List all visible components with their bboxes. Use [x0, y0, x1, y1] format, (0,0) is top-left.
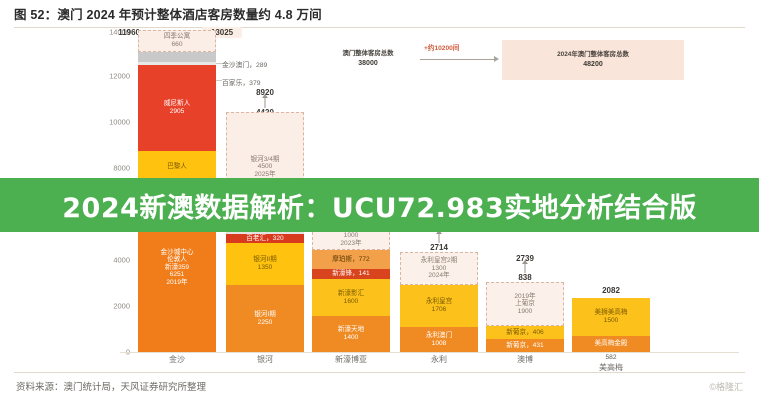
- bar-segment: 永利皇宫 1706: [400, 285, 478, 327]
- x-axis-label: 新濠博亚: [335, 355, 367, 364]
- flow-delta-label: +约10200间: [424, 45, 460, 52]
- x-axis-label: 银河: [257, 355, 273, 364]
- promo-banner-text: 2024新澳数据解析：UCU72.983实地分析结合版: [62, 192, 697, 224]
- bar-segment: 2019年 上葡京 1900: [486, 282, 564, 326]
- bar-segment: 美高梅金殿: [572, 336, 650, 352]
- watermark: ©格隆汇: [709, 382, 743, 392]
- y-tick: 10000: [109, 117, 130, 127]
- bar-segment: 新濠锋，141: [312, 269, 390, 279]
- bar-segment: 银河II期 1350: [226, 243, 304, 285]
- promo-banner: 2024新澳数据解析：UCU72.983实地分析结合版: [0, 178, 759, 232]
- x-axis-label: 金沙: [169, 355, 185, 364]
- bar-segment: 摩珀斯，772: [312, 250, 390, 269]
- bar-segment: 新濠影汇 1600: [312, 279, 390, 316]
- bar-group-xinhao[interactable]: 3987 新濠影汇2期 1000 2023年 摩珀斯，772 新濠锋，141: [312, 198, 390, 364]
- bar-segment: 永利皇宫2期 1300 2024年: [400, 252, 478, 285]
- bar-group-yongli[interactable]: 4014 2714 永利皇宫2期 1300 2024年 永利皇宫 1706 永利…: [400, 224, 478, 364]
- bar-future-label: 8920: [256, 88, 274, 97]
- growth-arrow-line: [264, 98, 266, 108]
- bar-existing-label: 2714: [430, 243, 448, 252]
- x-axis-label: 永利: [431, 355, 447, 364]
- bar-future-label: 2739: [516, 254, 534, 263]
- bar-segment-value: 582: [605, 354, 617, 361]
- flow-arrow-head: [494, 56, 499, 62]
- y-tick: 8000: [113, 163, 130, 173]
- bar-segment: 威尼斯人 2905: [138, 65, 216, 151]
- bar-stack: 2019年 上葡京 1900 新葡京，406 新葡京，431: [486, 282, 564, 352]
- growth-arrow-line: [438, 234, 440, 243]
- bar-segment: 美狮美高梅 1500: [572, 298, 650, 336]
- bar-group-yinhe[interactable]: 8920 4420 银河3/4期 4500 2025年 丽思，500 百老汇，3…: [226, 88, 304, 364]
- callout-leader: [216, 63, 222, 64]
- y-tick: 12000: [109, 71, 130, 81]
- source-note: 资料来源：澳门统计局，天风证券研究所整理: [16, 382, 207, 393]
- bar-future-label: 13025: [202, 27, 242, 38]
- bar-callout: 金沙澳门，289: [222, 62, 268, 69]
- y-tick: 4000: [113, 255, 130, 265]
- axis-baseline: [120, 352, 739, 353]
- y-tick: 14000: [109, 27, 130, 37]
- flow-box-current: 澳门整体客房总数 38000: [342, 49, 394, 67]
- bar-stack: 银河3/4期 4500 2025年 丽思，500 百老汇，320 银河II期 1…: [226, 112, 304, 352]
- y-tick: 2000: [113, 301, 130, 311]
- flow-arrow: [420, 59, 494, 60]
- growth-arrow-head: [436, 230, 442, 234]
- bar-segment: 新葡京，431: [486, 339, 564, 352]
- bar-segment: [138, 52, 216, 62]
- bar-stack: 新濠影汇2期 1000 2023年 摩珀斯，772 新濠锋，141 新濠影汇 1…: [312, 222, 390, 352]
- chart-plot-area: 0 2000 4000 6000 8000 10000 12000 14000 …: [0, 27, 759, 372]
- bar-stack: 永利皇宫2期 1300 2024年 永利皇宫 1706 永利澳门 1008: [400, 252, 478, 352]
- bar-segment: 新濠天地 1400: [312, 316, 390, 352]
- bar-segment: 永利澳门 1008: [400, 327, 478, 352]
- divider-bottom: [14, 372, 745, 373]
- callout-leader: [216, 80, 222, 81]
- summary-flow: 澳门整体客房总数 38000 +约10200间 2024年澳门整体客房总数 48…: [320, 40, 684, 90]
- bar-segment: 巴黎人: [138, 151, 216, 183]
- flow-box-projected: 2024年澳门整体客房总数 48200: [502, 40, 684, 80]
- bar-group-aobo[interactable]: 2739 838 2019年 上葡京 1900 新葡京，406 新葡京，431 …: [486, 254, 564, 364]
- x-axis-label: 澳博: [517, 355, 533, 364]
- bar-stack: 美狮美高梅 1500 美高梅金殿: [572, 298, 650, 352]
- bar-segment: [138, 62, 216, 65]
- bar-series: 11960 13025 至结合项目 四季公寓 660 威尼斯人 2905: [0, 27, 759, 372]
- growth-arrow-head: [262, 94, 268, 98]
- growth-arrow-line: [524, 264, 526, 273]
- bar-callout: 百家乐，379: [222, 80, 261, 87]
- bar-group-meigaomei[interactable]: 2082 美狮美高梅 1500 美高梅金殿 582 美高梅: [572, 286, 650, 372]
- bar-segment: 百老汇，320: [226, 234, 304, 243]
- bar-existing-label: 11960: [118, 28, 140, 37]
- page-title: 图 52：澳门 2024 年预计整体酒店客房数量约 4.8 万间: [14, 8, 322, 22]
- x-axis-label: 美高梅: [599, 363, 623, 372]
- growth-arrow-head: [522, 260, 528, 264]
- bar-segment: 四季公寓 660: [138, 30, 216, 52]
- bar-segment: 银河I期 2250: [226, 285, 304, 352]
- divider-top: [14, 27, 745, 28]
- bar-future-label: 2082: [602, 286, 620, 295]
- bar-existing-label: 838: [518, 273, 532, 282]
- bar-segment: 新葡京，406: [486, 326, 564, 339]
